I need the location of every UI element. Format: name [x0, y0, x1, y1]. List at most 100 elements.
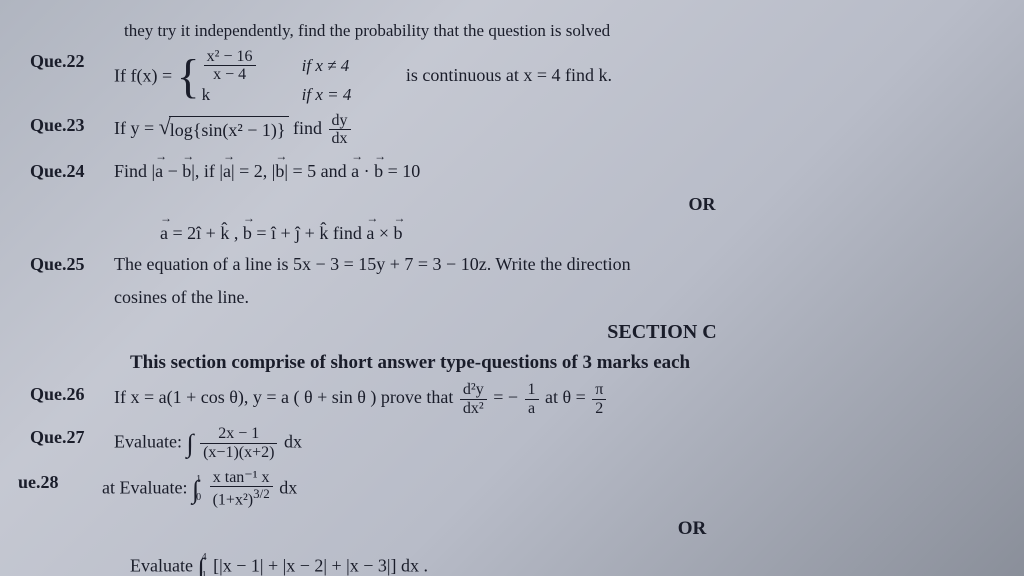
que-label: Que.26 — [30, 381, 114, 408]
t: + — [300, 223, 319, 243]
t: |, if | — [191, 161, 223, 181]
t: = 2 — [168, 223, 196, 243]
vector-a: a — [160, 220, 168, 247]
integral-icon: ∫ — [186, 429, 193, 458]
or-label: OR — [410, 191, 994, 218]
last-evaluate: Evaluate ∫41 [|x − 1| + |x − 2| + |x − 3… — [130, 548, 994, 576]
brace-rows: x² − 16 x − 4 if x ≠ 4 k if x = 4 — [202, 48, 352, 106]
condition: if x ≠ 4 — [302, 55, 350, 77]
row2: k if x = 4 — [202, 84, 352, 106]
que-content: Evaluate: ∫ 2x − 1 (x−1)(x+2) dx — [114, 424, 994, 463]
que-label: Que.23 — [30, 112, 114, 139]
q24-or-eq: a = 2î + k̂ , b = î + ĵ + k̂ find a × b — [160, 220, 994, 247]
sqrt-body: log{sin(x² − 1)} — [169, 116, 289, 144]
denominator: (x−1)(x+2) — [200, 444, 277, 462]
question-25: Que.25 The equation of a line is 5x − 3 … — [30, 251, 994, 278]
que-content: If f(x) = { x² − 16 x − 4 if x ≠ 4 — [114, 48, 994, 106]
section-desc: This section comprise of short answer ty… — [130, 349, 994, 378]
hat-k: k̂ — [220, 223, 229, 243]
or-label: OR — [390, 515, 994, 544]
vector-a: a — [366, 220, 374, 247]
text: If f(x) = — [114, 65, 177, 85]
bounds: 10 — [196, 475, 201, 503]
text: find — [293, 118, 327, 138]
vector-b: b — [393, 220, 402, 247]
vector-a: a — [223, 158, 231, 185]
exam-page: they try it independently, find the prob… — [30, 18, 994, 576]
upper: 1 — [196, 475, 201, 485]
vector-b: b — [275, 158, 284, 185]
numerator: d²y — [460, 381, 487, 400]
text: dx — [284, 431, 302, 451]
upper: 4 — [202, 553, 207, 563]
t: | = 5 and — [284, 161, 351, 181]
t: = 10 — [383, 161, 420, 181]
que-label: Que.27 — [30, 424, 114, 451]
numerator: dy — [329, 112, 351, 131]
denominator: dx — [329, 130, 351, 148]
question-24: Que.24 Find |a − b|, if |a| = 2, |b| = 5… — [30, 158, 994, 185]
question-23: Que.23 If y = √ log{sin(x² − 1)} find dy… — [30, 112, 994, 148]
question-25-cont: cosines of the line. — [30, 284, 994, 311]
t: find — [328, 223, 366, 243]
denominator: 2 — [592, 400, 606, 418]
que-content: at Evaluate: ∫10 x tan⁻¹ x (1+x²)3/2 dx — [102, 469, 994, 510]
question-27: Que.27 Evaluate: ∫ 2x − 1 (x−1)(x+2) dx — [30, 424, 994, 463]
text: = − — [493, 388, 522, 408]
t: − — [163, 161, 182, 181]
line1: The equation of a line is 5x − 3 = 15y +… — [114, 254, 631, 274]
lhs: k — [202, 84, 262, 106]
denominator: x − 4 — [204, 66, 256, 84]
numerator: 1 — [525, 381, 539, 400]
bounds: 41 — [202, 553, 207, 576]
numerator: x tan⁻¹ x — [210, 469, 273, 488]
lhs: x² − 16 x − 4 — [202, 48, 262, 84]
t: = — [252, 223, 271, 243]
text: If y = — [114, 118, 159, 138]
question-22: Que.22 If f(x) = { x² − 16 x − 4 if x ≠ … — [30, 48, 994, 106]
vector-a: a — [351, 158, 359, 185]
fraction: dy dx — [329, 112, 351, 148]
fraction: 2x − 1 (x−1)(x+2) — [200, 425, 277, 461]
que-content: The equation of a line is 5x − 3 = 15y +… — [114, 251, 994, 278]
text: If x = a(1 + cos θ), y = a ( θ + sin θ )… — [114, 388, 458, 408]
brace-icon: { — [177, 55, 200, 99]
fraction: x² − 16 x − 4 — [204, 48, 256, 84]
text: Evaluate — [130, 555, 197, 575]
t: + — [201, 223, 220, 243]
t: + — [276, 223, 295, 243]
text: Evaluate: — [114, 431, 186, 451]
t: × — [374, 223, 393, 243]
fraction: 1 a — [525, 381, 539, 417]
piecewise: { x² − 16 x − 4 if x ≠ 4 k if x = — [177, 48, 352, 106]
text: at θ = — [545, 388, 590, 408]
lower: 0 — [196, 493, 201, 503]
line2: cosines of the line. — [114, 284, 994, 311]
que-label: Que.22 — [30, 48, 114, 75]
t: Find | — [114, 161, 155, 181]
que-label: Que.24 — [30, 158, 114, 185]
que-label: Que.25 — [30, 251, 114, 278]
text: at Evaluate: — [102, 477, 192, 497]
fraction: d²y dx² — [460, 381, 487, 417]
hat-k: k̂ — [319, 223, 328, 243]
vector-b: b — [243, 220, 252, 247]
numerator: 2x − 1 — [200, 425, 277, 444]
condition: if x = 4 — [302, 84, 352, 106]
que-content: Find |a − b|, if |a| = 2, |b| = 5 and a … — [114, 158, 994, 185]
denominator: (1+x²)3/2 — [210, 487, 273, 509]
denominator: a — [525, 400, 539, 418]
question-26: Que.26 If x = a(1 + cos θ), y = a ( θ + … — [30, 381, 994, 417]
den-base: (1+x²) — [213, 492, 253, 509]
vector-a: a — [155, 158, 163, 185]
preamble-partial: they try it independently, find the prob… — [124, 18, 994, 44]
t: | = 2, | — [231, 161, 275, 181]
section-title: SECTION C — [330, 317, 994, 347]
que-label: ue.28 — [18, 469, 102, 496]
fraction: π 2 — [592, 381, 606, 417]
numerator: π — [592, 381, 606, 400]
den-exp: 3/2 — [253, 486, 270, 501]
que-content: If y = √ log{sin(x² − 1)} find dy dx — [114, 112, 994, 148]
vector-b: b — [182, 158, 191, 185]
text: [|x − 1| + |x − 2| + |x − 3|] dx . — [213, 555, 428, 575]
